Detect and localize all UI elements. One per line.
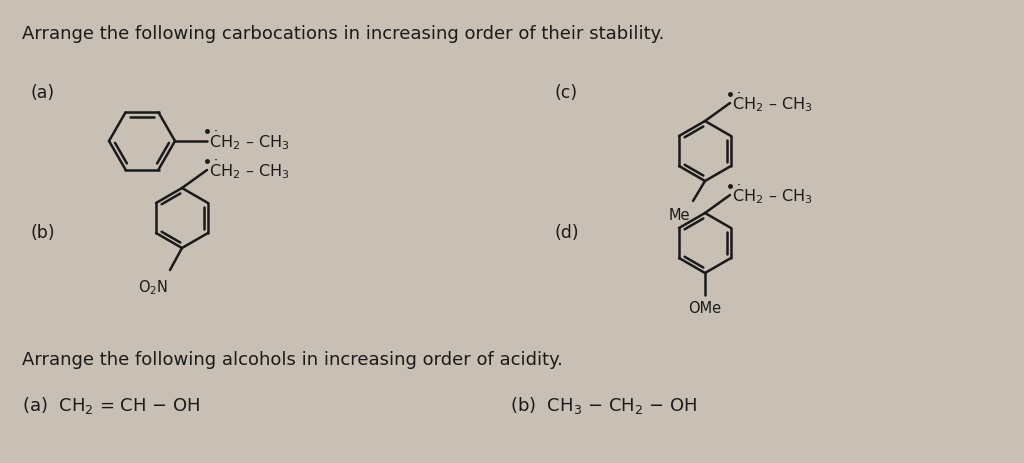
Text: (d): (d) [555,224,580,242]
Text: OMe: OMe [688,301,722,316]
Text: (c): (c) [555,84,579,102]
Text: $\mathregular{\dot{C}}$H$_2$ – CH$_3$: $\mathregular{\dot{C}}$H$_2$ – CH$_3$ [732,182,813,206]
Text: (b): (b) [30,224,54,242]
Text: Arrange the following carbocations in increasing order of their stability.: Arrange the following carbocations in in… [22,25,665,43]
Text: $\mathregular{\dot{C}}$H$_2$ – CH$_3$: $\mathregular{\dot{C}}$H$_2$ – CH$_3$ [732,90,813,114]
Text: (a)  CH$_2$ = CH $-$ OH: (a) CH$_2$ = CH $-$ OH [22,395,201,416]
Text: (b)  CH$_3$ $-$ CH$_2$ $-$ OH: (b) CH$_3$ $-$ CH$_2$ $-$ OH [510,395,697,416]
Text: Arrange the following alcohols in increasing order of acidity.: Arrange the following alcohols in increa… [22,351,563,369]
Text: $\mathregular{\dot{C}}$H$_2$ – CH$_3$: $\mathregular{\dot{C}}$H$_2$ – CH$_3$ [209,157,290,181]
Text: $\mathregular{\dot{C}}$H$_2$ – CH$_3$: $\mathregular{\dot{C}}$H$_2$ – CH$_3$ [209,128,290,152]
Text: O$_2$N: O$_2$N [138,278,168,297]
Text: (a): (a) [30,84,54,102]
Text: Me: Me [669,208,690,223]
